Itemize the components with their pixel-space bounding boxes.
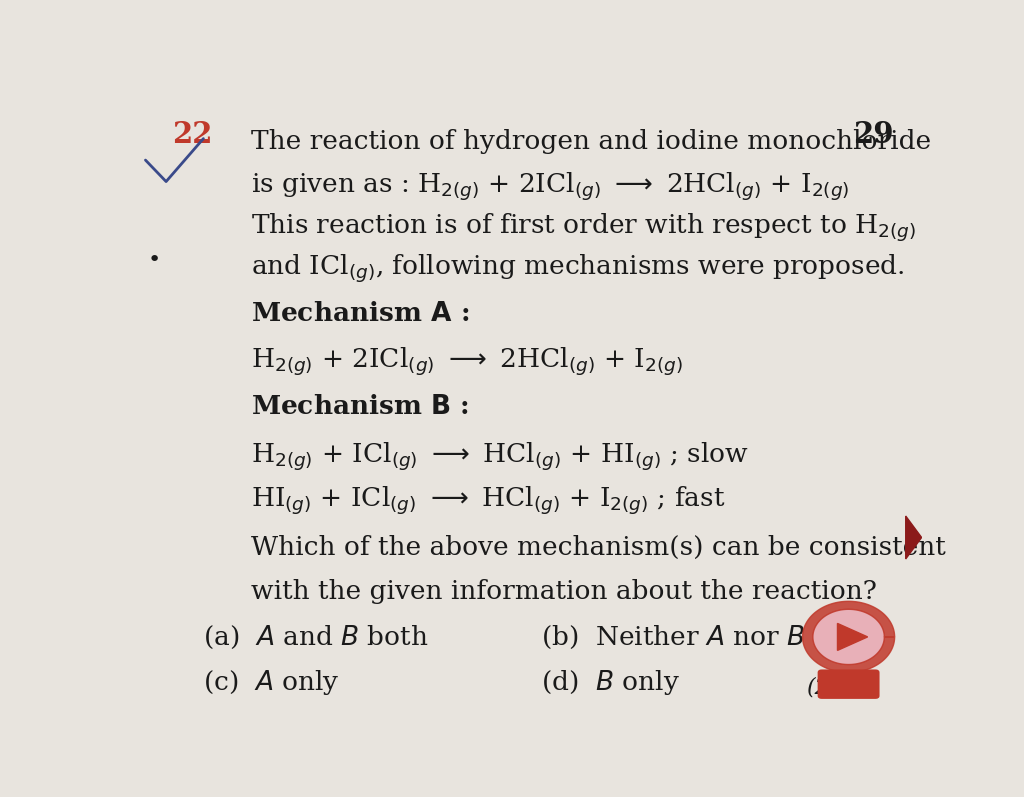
Text: Mechanism $\mathbf{A}$ :: Mechanism $\mathbf{A}$ : — [251, 301, 469, 326]
Text: •: • — [147, 250, 161, 270]
Text: HI$_{(g)}$ + ICl$_{(g)}$ $\longrightarrow$ HCl$_{(g)}$ + I$_{2(g)}$ ; fast: HI$_{(g)}$ + ICl$_{(g)}$ $\longrightarro… — [251, 485, 725, 517]
Polygon shape — [803, 601, 895, 673]
Text: is given as : H$_{2(g)}$ + 2ICl$_{(g)}$ $\longrightarrow$ 2HCl$_{(g)}$ + I$_{2(g: is given as : H$_{2(g)}$ + 2ICl$_{(g)}$ … — [251, 171, 850, 202]
Text: with the given information about the reaction?: with the given information about the rea… — [251, 579, 877, 603]
Text: (d)  $B$ only: (d) $B$ only — [541, 668, 680, 697]
Polygon shape — [905, 516, 922, 559]
Text: The reaction of hydrogen and iodine monochloride: The reaction of hydrogen and iodine mono… — [251, 129, 931, 155]
Text: and ICl$_{(g)}$, following mechanisms were proposed.: and ICl$_{(g)}$, following mechanisms we… — [251, 253, 904, 285]
Text: Which of the above mechanism(s) can be consistent: Which of the above mechanism(s) can be c… — [251, 535, 946, 559]
Text: H$_{2(g)}$ + 2ICl$_{(g)}$ $\longrightarrow$ 2HCl$_{(g)}$ + I$_{2(g)}$: H$_{2(g)}$ + 2ICl$_{(g)}$ $\longrightarr… — [251, 345, 683, 378]
Polygon shape — [813, 609, 885, 665]
Text: Mechanism $\mathbf{B}$ :: Mechanism $\mathbf{B}$ : — [251, 394, 469, 419]
Text: (c)  $A$ only: (c) $A$ only — [204, 668, 340, 697]
Text: This reaction is of first order with respect to H$_{2(g)}$: This reaction is of first order with res… — [251, 212, 916, 244]
Text: 29: 29 — [853, 120, 894, 149]
Text: H$_{2(g)}$ + ICl$_{(g)}$ $\longrightarrow$ HCl$_{(g)}$ + HI$_{(g)}$ ; slow: H$_{2(g)}$ + ICl$_{(g)}$ $\longrightarro… — [251, 441, 749, 473]
Text: (2007): (2007) — [807, 677, 881, 698]
Text: (a)  $A$ and $B$ both: (a) $A$ and $B$ both — [204, 623, 429, 650]
Text: 22: 22 — [172, 120, 212, 149]
Text: (b)  Neither $A$ nor $B$: (b) Neither $A$ nor $B$ — [541, 623, 805, 650]
FancyBboxPatch shape — [817, 669, 880, 699]
Polygon shape — [838, 623, 867, 650]
